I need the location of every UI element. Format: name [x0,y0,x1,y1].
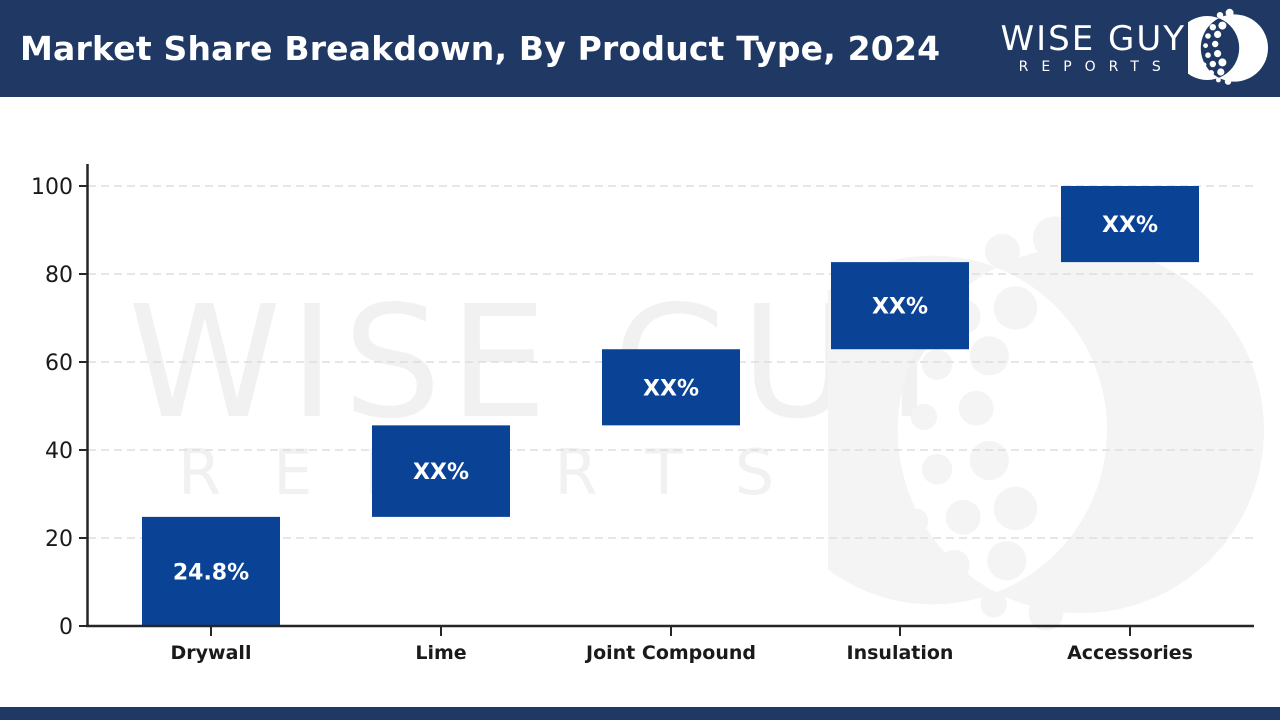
x-category-label-insulation: Insulation [847,642,954,664]
logo-subtitle: REPORTS [1018,59,1174,76]
bar-value-label-accessories: XX% [1102,213,1158,238]
bar-insulation [831,262,969,350]
bar-value-label-joint-compound: XX% [643,376,699,401]
bar-accessories [1061,186,1199,263]
footer-bar [0,707,1280,720]
y-tick-label-100: 100 [31,175,73,200]
bar-drywall [142,516,280,626]
logo-wordmark: WISE GUY [1000,18,1186,59]
x-category-label-drywall: Drywall [171,642,252,664]
y-tick-label-20: 20 [45,527,73,552]
x-category-label-joint-compound: Joint Compound [584,642,756,664]
y-tick-label-80: 80 [45,263,73,288]
header-banner: Market Share Breakdown, By Product Type,… [0,0,1280,97]
brand-logo: WISE GUY REPORTS [1000,6,1268,90]
bar-value-label-drywall: 24.8% [173,560,249,585]
bar-lime [372,425,510,517]
y-tick-label-40: 40 [45,439,73,464]
bar-value-label-insulation: XX% [872,295,928,320]
x-category-label-accessories: Accessories [1067,642,1193,664]
bar-value-label-lime: XX% [413,460,469,485]
page-title: Market Share Breakdown, By Product Type,… [20,29,941,68]
bar-joint-compound [602,349,740,426]
logo-head-icon [1188,6,1268,90]
x-category-label-lime: Lime [415,642,466,664]
y-tick-label-60: 60 [45,351,73,376]
y-tick-label-0: 0 [59,615,73,640]
